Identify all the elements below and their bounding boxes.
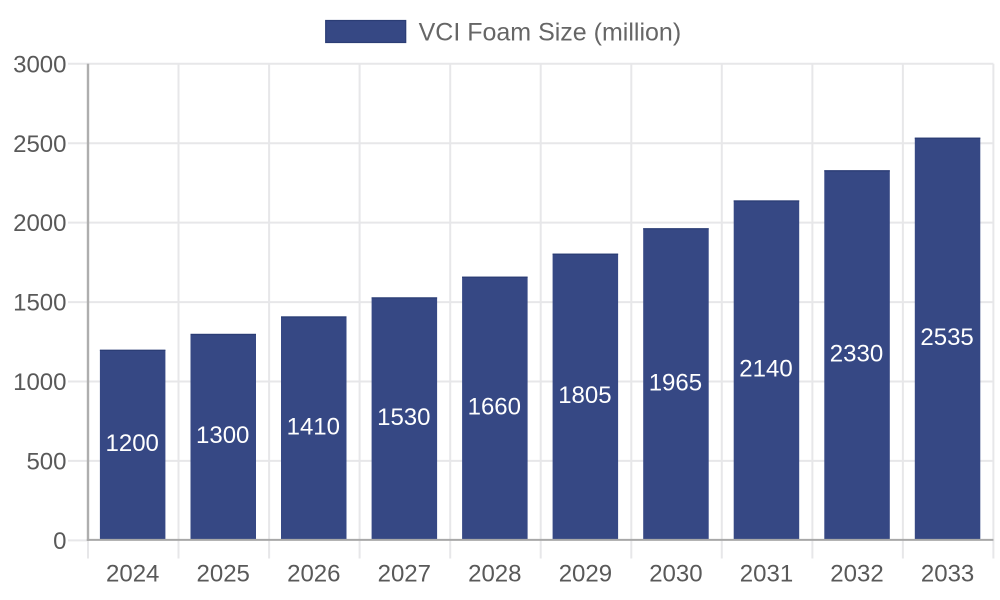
svg-text:1200: 1200	[106, 430, 159, 457]
svg-text:2027: 2027	[378, 561, 431, 588]
svg-text:2025: 2025	[197, 561, 250, 588]
svg-text:1300: 1300	[196, 422, 249, 449]
svg-text:3000: 3000	[13, 51, 66, 78]
svg-text:1660: 1660	[468, 394, 521, 421]
svg-text:1000: 1000	[13, 369, 66, 396]
svg-text:2000: 2000	[13, 210, 66, 237]
svg-text:2033: 2033	[921, 561, 974, 588]
svg-text:1805: 1805	[558, 382, 611, 409]
svg-text:VCI Foam Size (million): VCI Foam Size (million)	[419, 19, 682, 47]
svg-text:1500: 1500	[13, 290, 66, 317]
svg-text:2535: 2535	[920, 324, 973, 351]
svg-text:0: 0	[53, 528, 66, 555]
svg-text:2500: 2500	[13, 131, 66, 158]
svg-text:2031: 2031	[740, 561, 793, 588]
svg-text:1530: 1530	[377, 404, 430, 431]
svg-text:2032: 2032	[830, 561, 883, 588]
svg-text:2140: 2140	[739, 355, 792, 382]
svg-text:2024: 2024	[106, 561, 159, 588]
svg-text:1965: 1965	[649, 369, 702, 396]
svg-text:500: 500	[26, 449, 66, 476]
svg-text:2030: 2030	[649, 561, 702, 588]
svg-text:2330: 2330	[830, 340, 883, 367]
svg-text:2029: 2029	[559, 561, 612, 588]
svg-text:2028: 2028	[468, 561, 521, 588]
svg-text:1410: 1410	[287, 413, 340, 440]
svg-text:2026: 2026	[287, 561, 340, 588]
